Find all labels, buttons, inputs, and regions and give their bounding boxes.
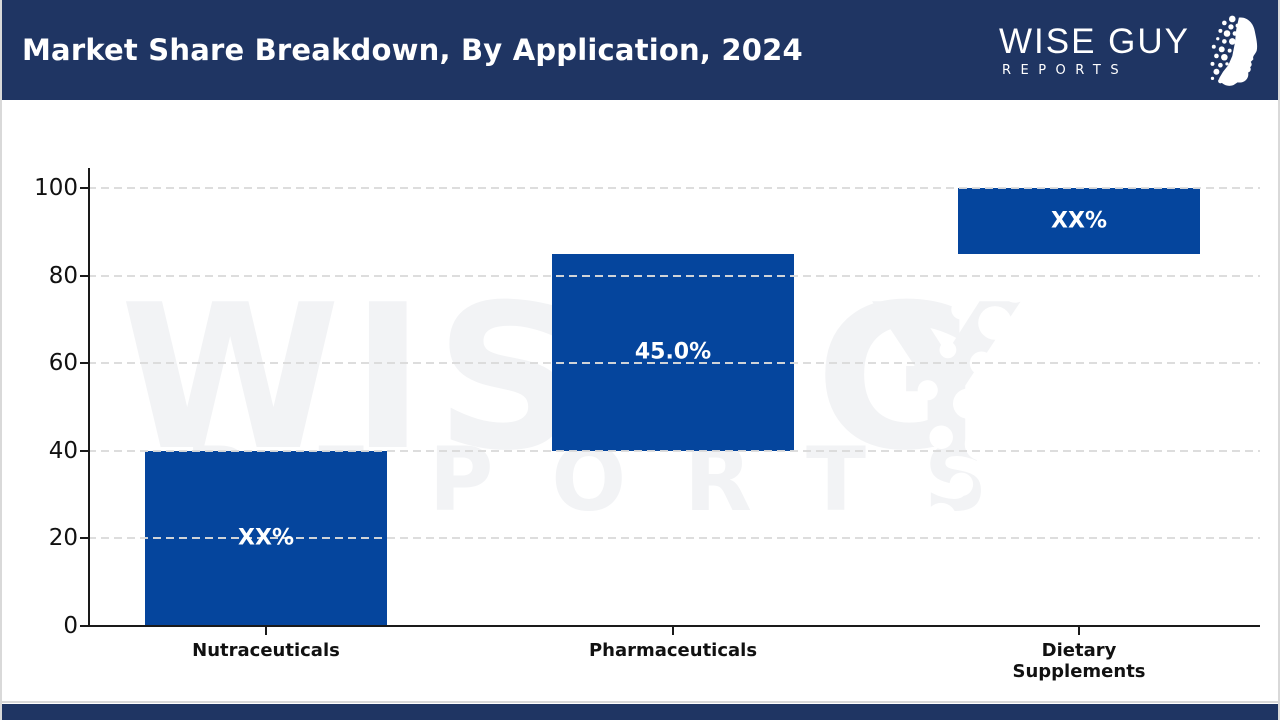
y-tick-20	[80, 537, 88, 540]
y-tick-0	[80, 625, 88, 627]
wiseguy-face-icon	[1210, 15, 1258, 86]
y-tick-label: 60	[48, 350, 78, 377]
y-tick-label: 80	[48, 262, 78, 289]
x-axis-line	[88, 625, 1260, 627]
x-tick-1	[265, 627, 267, 635]
x-tick-2	[672, 627, 674, 635]
bar-pharmaceuticals	[552, 253, 794, 451]
category-label-nutraceuticals: Nutraceuticals	[192, 640, 340, 661]
footer-bar	[2, 704, 1278, 720]
y-tick-100	[80, 187, 88, 189]
logo-subtitle: REPORTS	[1001, 62, 1129, 78]
gridline-60	[88, 362, 1260, 365]
y-tick-60	[80, 362, 88, 365]
y-tick-label: 100	[34, 175, 78, 201]
page-title: Market Share Breakdown, By Application, …	[22, 33, 803, 67]
y-tick-label: 40	[48, 437, 78, 464]
category-label-dietary-supplements: Dietary Supplements	[1012, 640, 1145, 682]
gridline-20	[88, 537, 1260, 540]
page-border-bottom	[2, 701, 1278, 703]
x-tick-3	[1078, 627, 1080, 635]
category-label-pharmaceuticals: Pharmaceuticals	[589, 640, 757, 661]
gridline-80	[88, 274, 1260, 277]
category-label-line: Nutraceuticals	[192, 640, 340, 661]
category-label-line: Dietary	[1041, 640, 1117, 661]
logo-wordmark: WISE GUY	[998, 21, 1190, 61]
y-axis-line	[88, 168, 90, 627]
bar-value-label: XX%	[238, 525, 294, 551]
bar-value-label: XX%	[1051, 208, 1107, 234]
bar-dietary-supplements	[958, 188, 1200, 254]
y-tick-label: 20	[48, 525, 78, 552]
y-tick-40	[80, 449, 88, 452]
header: Market Share Breakdown, By Application, …	[2, 0, 1278, 100]
category-label-line: Pharmaceuticals	[588, 640, 758, 661]
bar-value-label: 45.0%	[634, 339, 712, 365]
gridline-100	[88, 187, 1260, 189]
wiseguy-logo: WISE GUY REPORTS	[999, 10, 1260, 90]
y-tick-label: 0	[63, 613, 78, 639]
gridline-40	[88, 449, 1260, 452]
category-label-line: Supplements	[1012, 661, 1146, 682]
y-tick-80	[80, 274, 88, 277]
